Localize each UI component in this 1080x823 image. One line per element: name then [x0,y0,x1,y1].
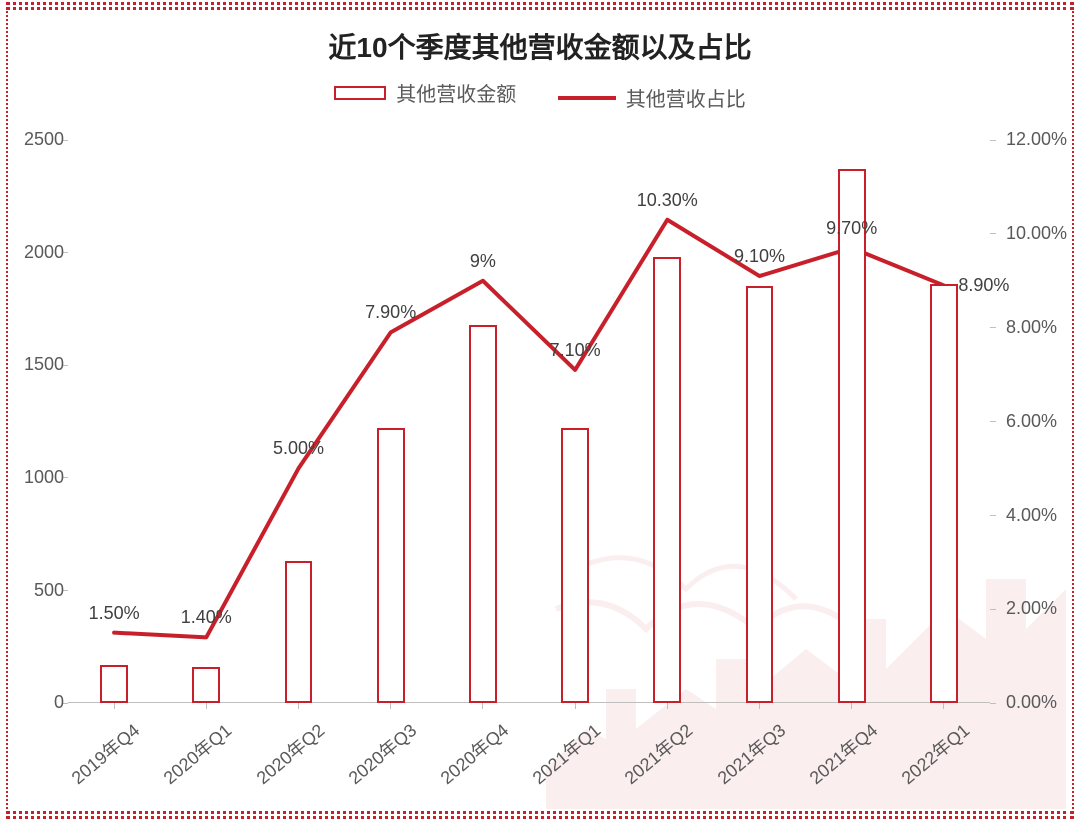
xtick [759,703,760,709]
xtick [206,703,207,709]
ytick-right [990,327,996,328]
bar [653,257,681,703]
ylabel-right: 6.00% [1006,411,1076,432]
bar [838,169,866,703]
data-label: 5.00% [273,438,324,459]
data-label: 9% [470,251,496,272]
legend-line-swatch [558,96,616,100]
legend-bar-label: 其他营收金额 [396,78,516,107]
xlabel: 2020年Q3 [320,717,421,808]
xlabel: 2022年Q1 [874,717,975,808]
ytick-right [990,140,996,141]
ytick-right [990,233,996,234]
bar [285,561,313,703]
xlabel: 2021年Q1 [505,717,606,808]
data-label: 1.40% [181,607,232,628]
ylabel-left: 1000 [0,467,64,488]
data-label: 7.10% [550,340,601,361]
xtick [390,703,391,709]
ylabel-left: 500 [0,580,64,601]
xtick [482,703,483,709]
xtick [575,703,576,709]
ytick-right [990,609,996,610]
chart-title: 近10个季度其他营收金额以及占比 [0,26,1080,66]
ytick-right [990,515,996,516]
xlabel: 2020年Q4 [413,717,514,808]
xtick [114,703,115,709]
ylabel-right: 8.00% [1006,317,1076,338]
bar [930,284,958,703]
legend-line-label: 其他营收占比 [626,83,746,112]
xlabel: 2021年Q4 [781,717,882,808]
ylabel-right: 10.00% [1006,223,1076,244]
ylabel-left: 2000 [0,242,64,263]
bar [469,325,497,703]
data-label: 8.90% [958,275,1009,296]
xtick [943,703,944,709]
xlabel: 2021年Q3 [689,717,790,808]
xlabel: 2020年Q1 [136,717,237,808]
legend-bar-swatch [334,86,386,100]
ylabel-right: 4.00% [1006,505,1076,526]
xlabel: 2020年Q2 [228,717,329,808]
legend-item-bar: 其他营收金额 [334,78,516,107]
chart-frame: 近10个季度其他营收金额以及占比 其他营收金额 其他营收占比 050010001… [0,0,1080,823]
frame-border-top [6,2,1074,10]
ytick-right [990,421,996,422]
plot-area: 050010001500200025000.00%2.00%4.00%6.00%… [68,140,990,703]
ylabel-right: 2.00% [1006,598,1076,619]
frame-border-bottom [6,811,1074,819]
xtick [298,703,299,709]
bar [561,428,589,703]
data-label: 10.30% [637,190,698,211]
ylabel-left: 1500 [0,354,64,375]
ylabel-right: 12.00% [1006,129,1076,150]
legend-item-line: 其他营收占比 [558,83,746,112]
legend: 其他营收金额 其他营收占比 [0,78,1080,112]
bar [746,286,774,703]
data-label: 9.10% [734,246,785,267]
data-label: 9.70% [826,218,877,239]
ylabel-left: 2500 [0,129,64,150]
bar [100,665,128,703]
ylabel-right: 0.00% [1006,692,1076,713]
xtick [851,703,852,709]
data-label: 1.50% [89,603,140,624]
ylabel-left: 0 [0,692,64,713]
bar [377,428,405,703]
xlabel: 2019年Q4 [44,717,145,808]
xlabel: 2021年Q2 [597,717,698,808]
bar [192,667,220,703]
xtick [667,703,668,709]
data-label: 7.90% [365,302,416,323]
ytick-right [990,703,996,704]
